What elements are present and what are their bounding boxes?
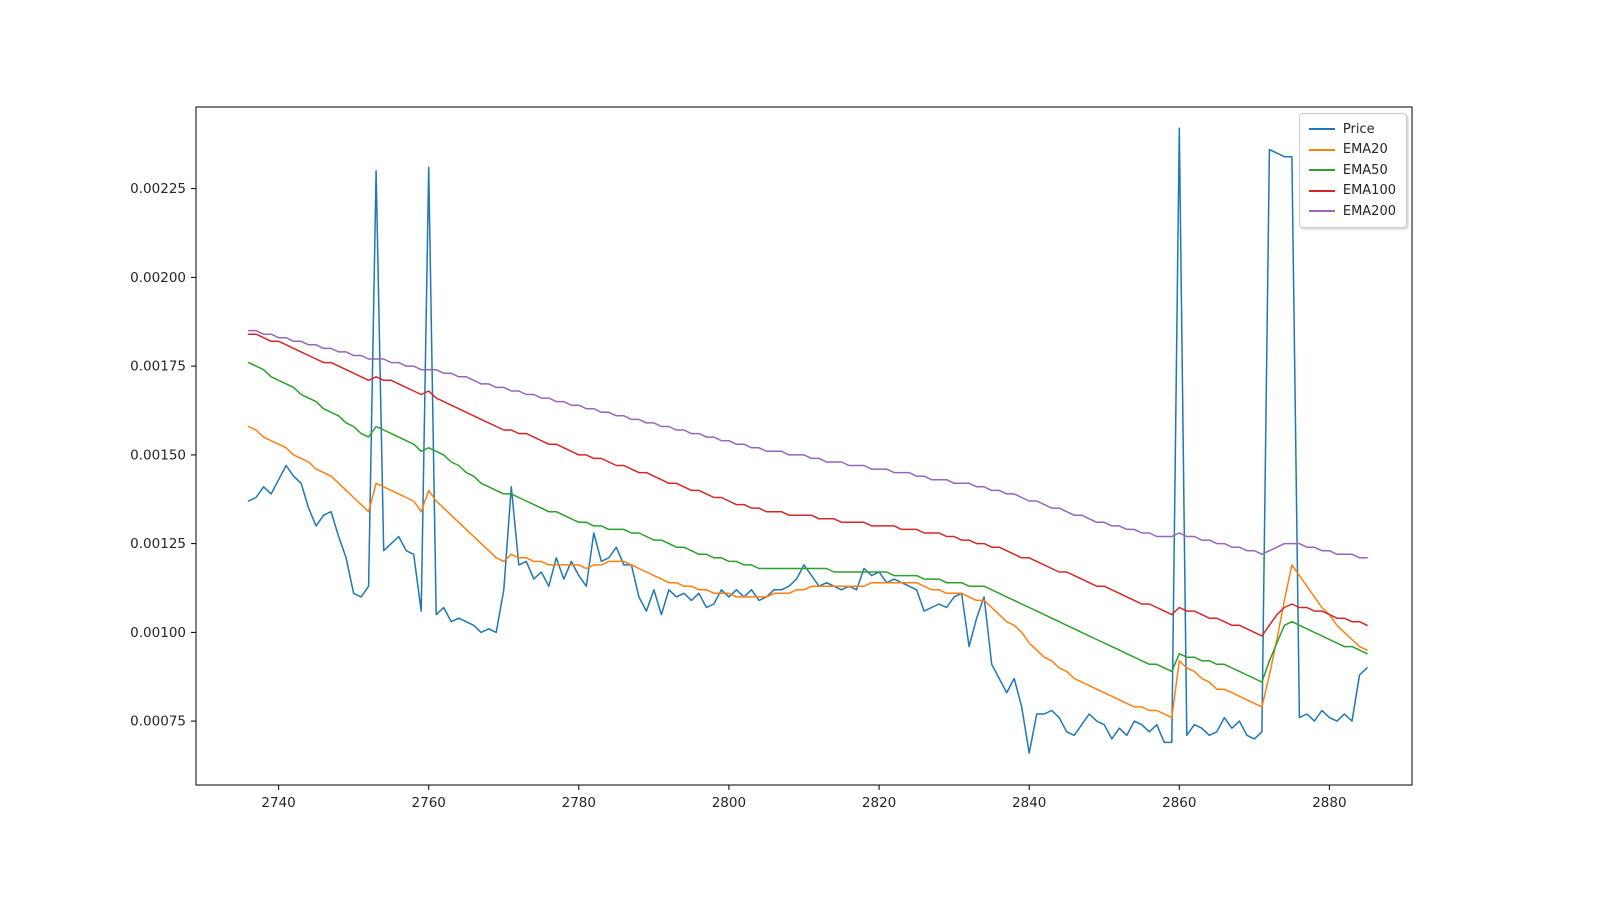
x-tick-label: 2820	[862, 795, 896, 811]
y-tick-label: 0.00125	[130, 536, 186, 552]
y-tick-label: 0.00200	[130, 270, 186, 286]
x-tick-label: 2800	[712, 795, 746, 811]
series-line-ema20	[247, 425, 1368, 719]
x-tick-label: 2840	[1012, 795, 1046, 811]
x-tick-label: 2880	[1312, 795, 1346, 811]
x-tick-label: 2740	[261, 795, 295, 811]
legend-label-ema100: EMA100	[1342, 183, 1396, 199]
plot-area	[195, 106, 1413, 786]
legend-line-swatch-ema200	[1308, 210, 1335, 213]
legend-line-swatch-ema50	[1308, 169, 1335, 172]
series-line-price	[247, 127, 1368, 754]
x-tick-label: 2860	[1162, 795, 1196, 811]
legend-label-ema50: EMA50	[1342, 162, 1388, 178]
legend-label-ema200: EMA200	[1342, 203, 1396, 219]
legend-line-swatch-ema20	[1308, 148, 1335, 151]
y-tick-label: 0.00150	[130, 447, 186, 463]
y-tick-label: 0.00075	[130, 714, 186, 730]
legend-item-ema200: EMA200	[1308, 201, 1396, 222]
x-tick-label: 2780	[562, 795, 596, 811]
legend-item-ema20: EMA20	[1308, 140, 1396, 161]
legend-line-swatch-price	[1308, 128, 1335, 131]
series-line-ema50	[247, 361, 1368, 683]
series-line-ema200	[247, 329, 1368, 559]
y-tick-label: 0.00100	[130, 625, 186, 641]
legend-line-swatch-ema100	[1308, 189, 1335, 192]
legend-item-ema100: EMA100	[1308, 181, 1396, 202]
y-tick-label: 0.00175	[130, 359, 186, 375]
legend-label-price: Price	[1342, 121, 1375, 137]
legend-label-ema20: EMA20	[1342, 142, 1388, 158]
legend-item-ema50: EMA50	[1308, 160, 1396, 181]
series-line-ema100	[247, 333, 1368, 637]
x-tick-label: 2760	[412, 795, 446, 811]
legend: Price EMA20 EMA50 EMA100 EMA200	[1298, 113, 1407, 228]
y-tick-label: 0.00225	[130, 181, 186, 197]
legend-item-price: Price	[1308, 119, 1396, 140]
